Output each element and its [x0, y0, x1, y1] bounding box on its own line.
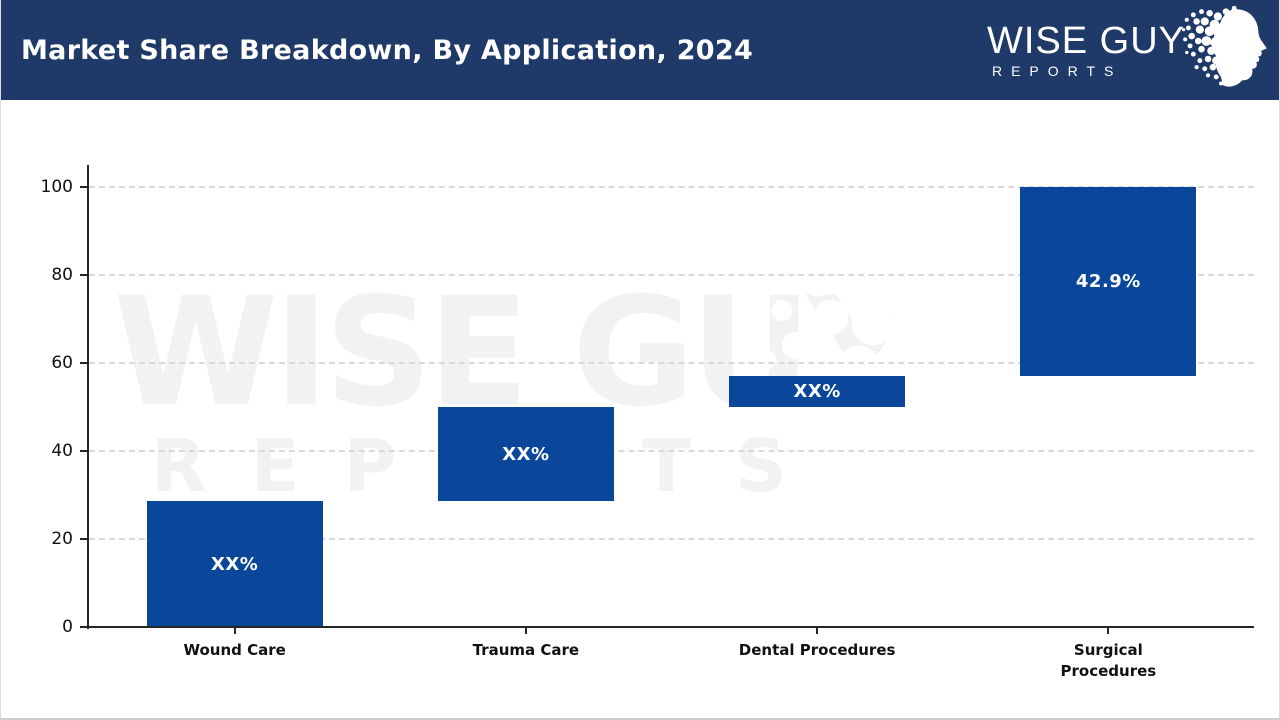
y-tick-60 [80, 362, 89, 364]
y-tick-label-100: 100 [40, 177, 73, 197]
x-tick-label-3: Surgical Procedures [1060, 641, 1157, 680]
bar-value-label: XX% [793, 380, 841, 402]
gridline-100 [89, 186, 1254, 188]
y-axis-spine [87, 165, 89, 629]
gridline-80 [89, 274, 1254, 276]
y-tick-label-80: 80 [51, 265, 73, 285]
chart-title: Market Share Breakdown, By Application, … [21, 34, 754, 66]
bar-value-label: XX% [502, 443, 550, 465]
gridline-20 [89, 538, 1254, 540]
dotted-head-logo-icon [1181, 5, 1267, 87]
x-tick-1 [524, 628, 527, 634]
y-tick-100 [80, 186, 89, 188]
x-axis-spine [87, 626, 1254, 628]
logo-wordmark: WISE GUY [986, 20, 1185, 62]
x-tick-3 [1107, 628, 1110, 634]
y-tick-40 [80, 450, 89, 452]
y-tick-label-60: 60 [51, 353, 73, 373]
logo-text: WISE GUY REPORTS [987, 22, 1185, 78]
y-tick-label-20: 20 [51, 529, 73, 549]
y-tick-20 [80, 538, 89, 540]
bar-value-label: 42.9% [1075, 270, 1141, 292]
bar-trauma-care: XX% [437, 407, 614, 502]
gridline-40 [89, 450, 1254, 452]
bar-surgical-procedures: 42.9% [1020, 187, 1197, 376]
x-tick-label-2: Dental Procedures [738, 641, 896, 659]
y-tick-label-40: 40 [51, 441, 73, 461]
bar-dental-procedures: XX% [729, 375, 906, 407]
y-tick-0 [80, 626, 89, 628]
x-tick-label-1: Trauma Care [472, 641, 580, 659]
bar-value-label: XX% [210, 553, 259, 575]
x-tick-label-0: Wound Care [183, 641, 286, 659]
logo-subtext: REPORTS [991, 63, 1123, 79]
x-tick-0 [233, 628, 236, 634]
bar-wound-care: XX% [146, 501, 323, 627]
header-band: Market Share Breakdown, By Application, … [1, 0, 1279, 100]
x-tick-2 [816, 628, 819, 634]
y-tick-label-0: 0 [62, 617, 73, 637]
y-tick-80 [80, 274, 89, 276]
gridline-60 [89, 362, 1254, 364]
wise-guy-reports-logo: WISE GUY REPORTS [987, 5, 1275, 95]
